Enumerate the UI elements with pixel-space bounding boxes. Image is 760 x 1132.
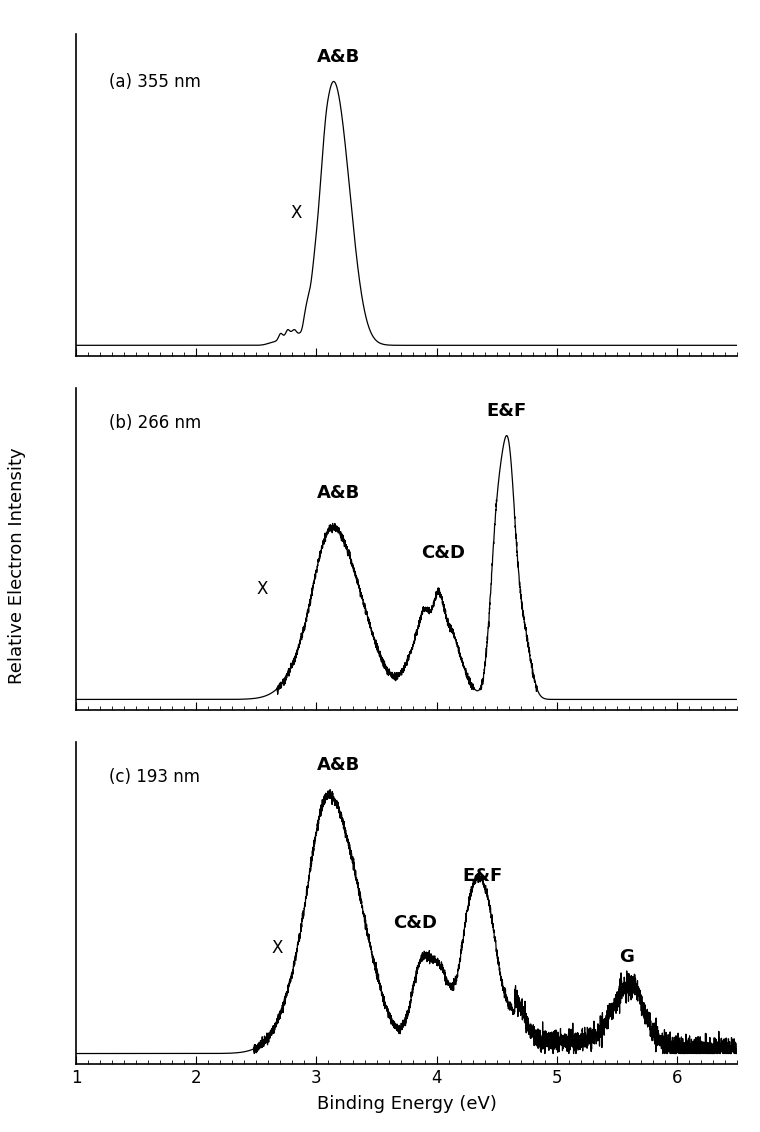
X-axis label: Binding Energy (eV): Binding Energy (eV) [317,1096,496,1113]
Text: A&B: A&B [316,483,359,501]
Text: Relative Electron Intensity: Relative Electron Intensity [8,447,26,685]
Text: E&F: E&F [462,867,502,884]
Text: C&D: C&D [393,915,437,932]
Text: A&B: A&B [316,756,359,774]
Text: E&F: E&F [486,402,527,420]
Text: X: X [290,205,302,222]
Text: A&B: A&B [316,48,359,66]
Text: X: X [257,580,268,598]
Text: (b) 266 nm: (b) 266 nm [109,414,201,431]
Text: X: X [271,938,283,957]
Text: G: G [619,949,634,967]
Text: (c) 193 nm: (c) 193 nm [109,767,200,786]
Text: C&D: C&D [421,544,464,563]
Text: (a) 355 nm: (a) 355 nm [109,72,201,91]
